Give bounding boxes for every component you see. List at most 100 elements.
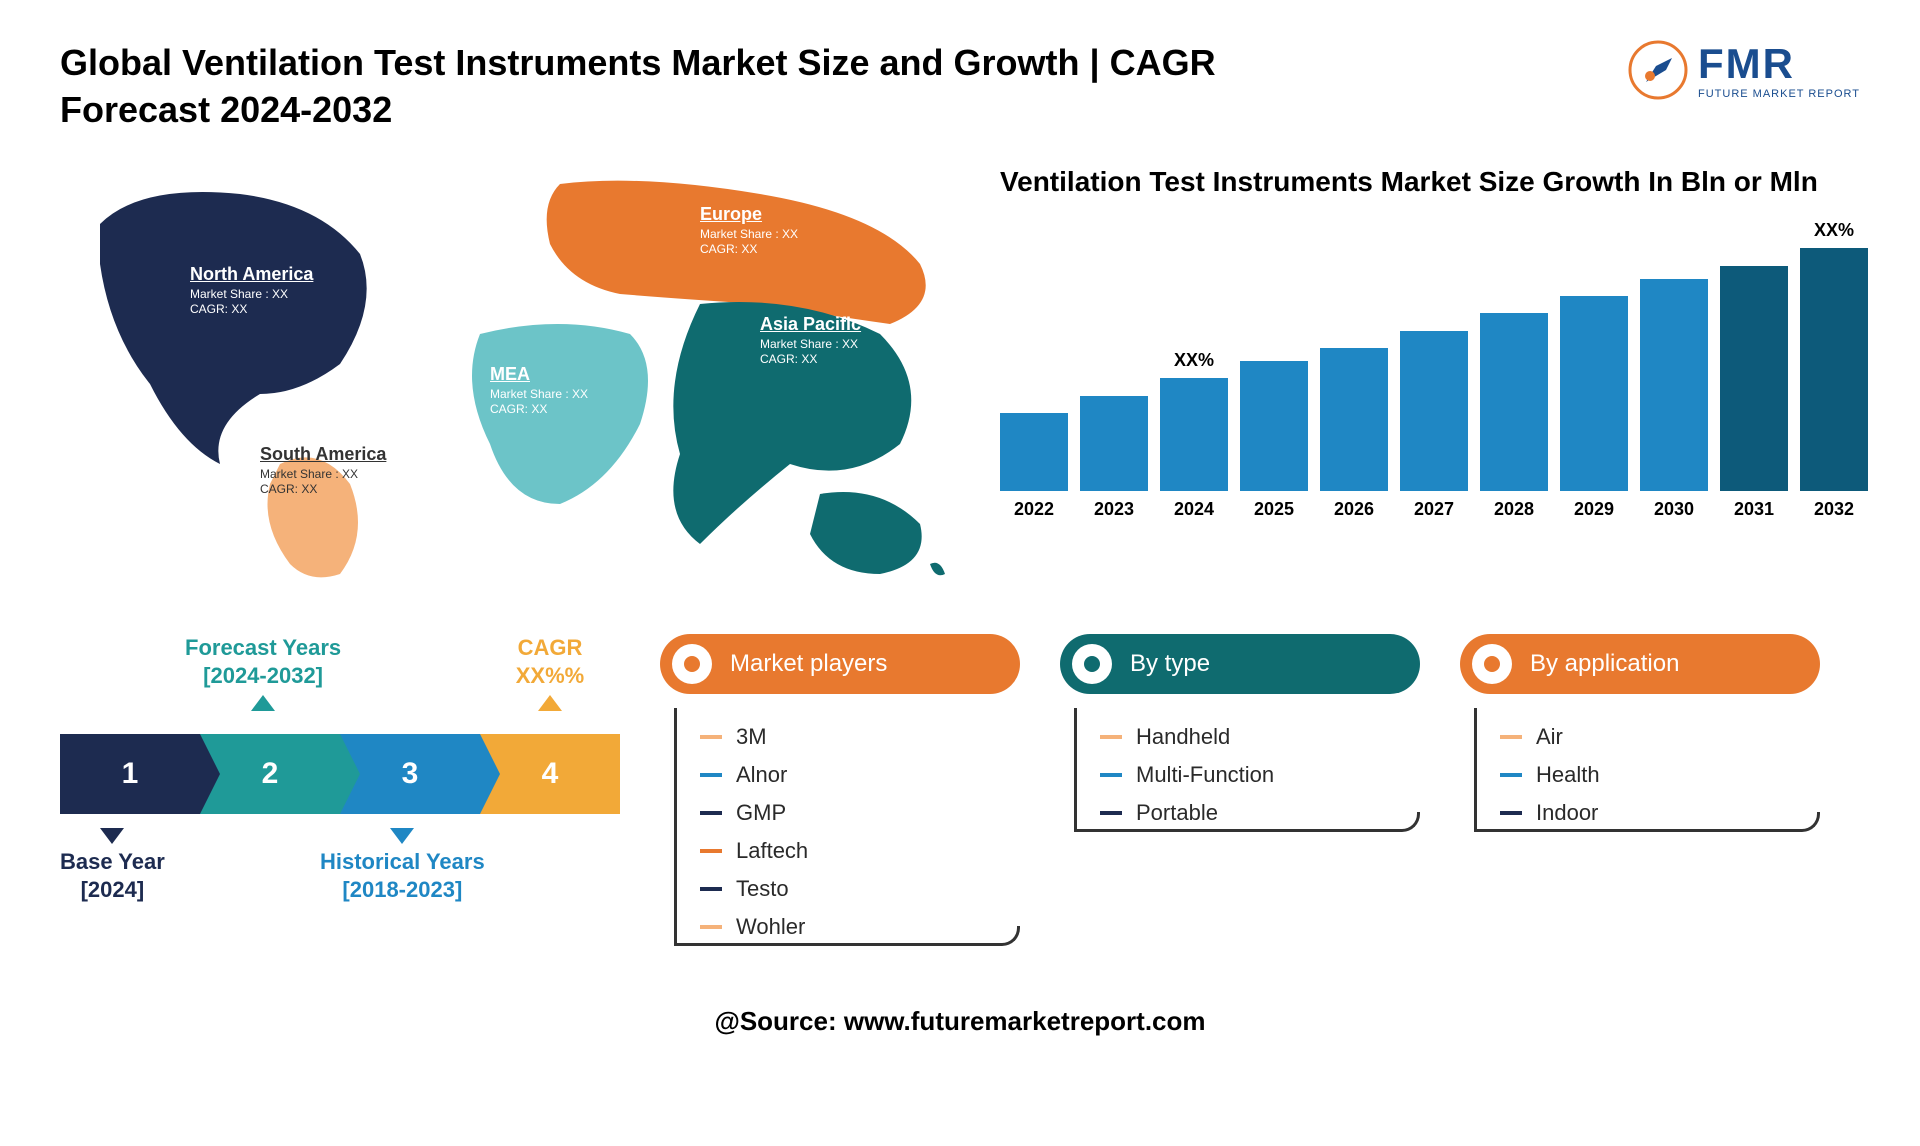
region-cagr: CAGR: XX — [490, 402, 588, 418]
map-region: Asia Pacific Market Share : XX CAGR: XX — [760, 314, 861, 368]
tick-icon — [1100, 735, 1122, 739]
category-item: Air — [1500, 718, 1812, 756]
historical-label: Historical Years — [320, 848, 485, 877]
category-item-label: Air — [1536, 724, 1563, 750]
tick-icon — [700, 925, 722, 929]
region-name: North America — [190, 264, 313, 285]
tick-icon — [700, 735, 722, 739]
dot-icon — [1072, 644, 1112, 684]
dot-icon — [672, 644, 712, 684]
category-title: By type — [1130, 650, 1210, 678]
bar-year: 2027 — [1414, 499, 1454, 520]
dot-icon — [1472, 644, 1512, 684]
category-item-label: Wohler — [736, 914, 805, 940]
tick-icon — [700, 887, 722, 891]
bar — [1720, 266, 1788, 491]
region-share: Market Share : XX — [700, 227, 798, 243]
tick-icon — [1500, 735, 1522, 739]
category-list: 3M Alnor GMP Laftech Testo Wohler — [660, 718, 1020, 946]
category-block: Market players 3M Alnor GMP Laftech Test… — [660, 634, 1020, 946]
bar — [1240, 361, 1308, 491]
region-cagr: CAGR: XX — [190, 302, 313, 318]
bar-year: 2026 — [1334, 499, 1374, 520]
region-cagr: CAGR: XX — [700, 242, 798, 258]
bar-wrap: 2022 — [1000, 413, 1068, 520]
cagr-label: CAGR — [480, 634, 620, 663]
bar-year: 2022 — [1014, 499, 1054, 520]
region-share: Market Share : XX — [760, 337, 861, 353]
tick-icon — [1100, 773, 1122, 777]
bar — [1080, 396, 1148, 491]
category-item-label: Laftech — [736, 838, 808, 864]
forecast-label: Forecast Years — [185, 634, 341, 663]
bottom-section: Forecast Years [2024-2032] CAGR XX%% 123… — [60, 634, 1860, 946]
timeline-segment: 4 — [480, 734, 620, 814]
category-list: Air Health Indoor — [1460, 718, 1820, 832]
bar-wrap: 2029 — [1560, 296, 1628, 520]
bar-annotation: XX% — [1174, 350, 1214, 371]
category-list: Handheld Multi-Function Portable — [1060, 718, 1420, 832]
base-annot: Base Year [2024] — [60, 824, 165, 905]
tick-icon — [1100, 811, 1122, 815]
source-line: @Source: www.futuremarketreport.com — [60, 1006, 1860, 1037]
category-item: GMP — [700, 794, 1012, 832]
bar — [1480, 313, 1548, 491]
forecast-range: [2024-2032] — [185, 662, 341, 691]
bar — [1560, 296, 1628, 491]
category-item: Multi-Function — [1100, 756, 1412, 794]
region-share: Market Share : XX — [490, 387, 588, 403]
tick-icon — [1500, 773, 1522, 777]
category-item-label: Multi-Function — [1136, 762, 1274, 788]
category-block: By application Air Health Indoor — [1460, 634, 1820, 946]
categories: Market players 3M Alnor GMP Laftech Test… — [660, 634, 1820, 946]
category-item: Indoor — [1500, 794, 1812, 832]
category-item: Testo — [700, 870, 1012, 908]
tick-icon — [700, 773, 722, 777]
historical-annot: Historical Years [2018-2023] — [320, 824, 485, 905]
category-item: Handheld — [1100, 718, 1412, 756]
historical-range: [2018-2023] — [320, 876, 485, 905]
category-item-label: Handheld — [1136, 724, 1230, 750]
map-region: North America Market Share : XX CAGR: XX — [190, 264, 313, 318]
map-region: South America Market Share : XX CAGR: XX — [260, 444, 386, 498]
bar-year: 2025 — [1254, 499, 1294, 520]
bar-wrap: 2027 — [1400, 331, 1468, 520]
bar-year: 2031 — [1734, 499, 1774, 520]
map-region: MEA Market Share : XX CAGR: XX — [490, 364, 588, 418]
forecast-annot: Forecast Years [2024-2032] — [185, 634, 341, 715]
region-cagr: CAGR: XX — [260, 482, 386, 498]
bar-wrap: 2030 — [1640, 279, 1708, 520]
bar-year: 2032 — [1814, 499, 1854, 520]
category-item: 3M — [700, 718, 1012, 756]
category-item-label: Testo — [736, 876, 789, 902]
region-name: Asia Pacific — [760, 314, 861, 335]
bar-year: 2024 — [1174, 499, 1214, 520]
bar — [1800, 248, 1868, 491]
category-header: Market players — [660, 634, 1020, 694]
timeline-segment: 1 — [60, 734, 200, 814]
timeline-segment: 3 — [340, 734, 480, 814]
region-name: Europe — [700, 204, 798, 225]
category-item: Laftech — [700, 832, 1012, 870]
page-title: Global Ventilation Test Instruments Mark… — [60, 40, 1360, 134]
bar-wrap: XX% 2032 — [1800, 248, 1868, 520]
timeline-block: Forecast Years [2024-2032] CAGR XX%% 123… — [60, 634, 620, 814]
bar — [1320, 348, 1388, 491]
category-item: Health — [1500, 756, 1812, 794]
base-range: [2024] — [60, 876, 165, 905]
category-header: By type — [1060, 634, 1420, 694]
category-item-label: 3M — [736, 724, 767, 750]
timeline-segment: 2 — [200, 734, 340, 814]
cagr-annot: CAGR XX%% — [480, 634, 620, 715]
region-name: South America — [260, 444, 386, 465]
base-label: Base Year — [60, 848, 165, 877]
category-title: By application — [1530, 650, 1679, 678]
logo: FMR FUTURE MARKET REPORT — [1628, 40, 1860, 100]
category-item: Alnor — [700, 756, 1012, 794]
top-section: North America Market Share : XX CAGR: XX… — [60, 164, 1860, 584]
category-item: Wohler — [700, 908, 1012, 946]
region-name: MEA — [490, 364, 588, 385]
bar — [1000, 413, 1068, 491]
tick-icon — [700, 849, 722, 853]
logo-text-sub: FUTURE MARKET REPORT — [1698, 88, 1860, 100]
